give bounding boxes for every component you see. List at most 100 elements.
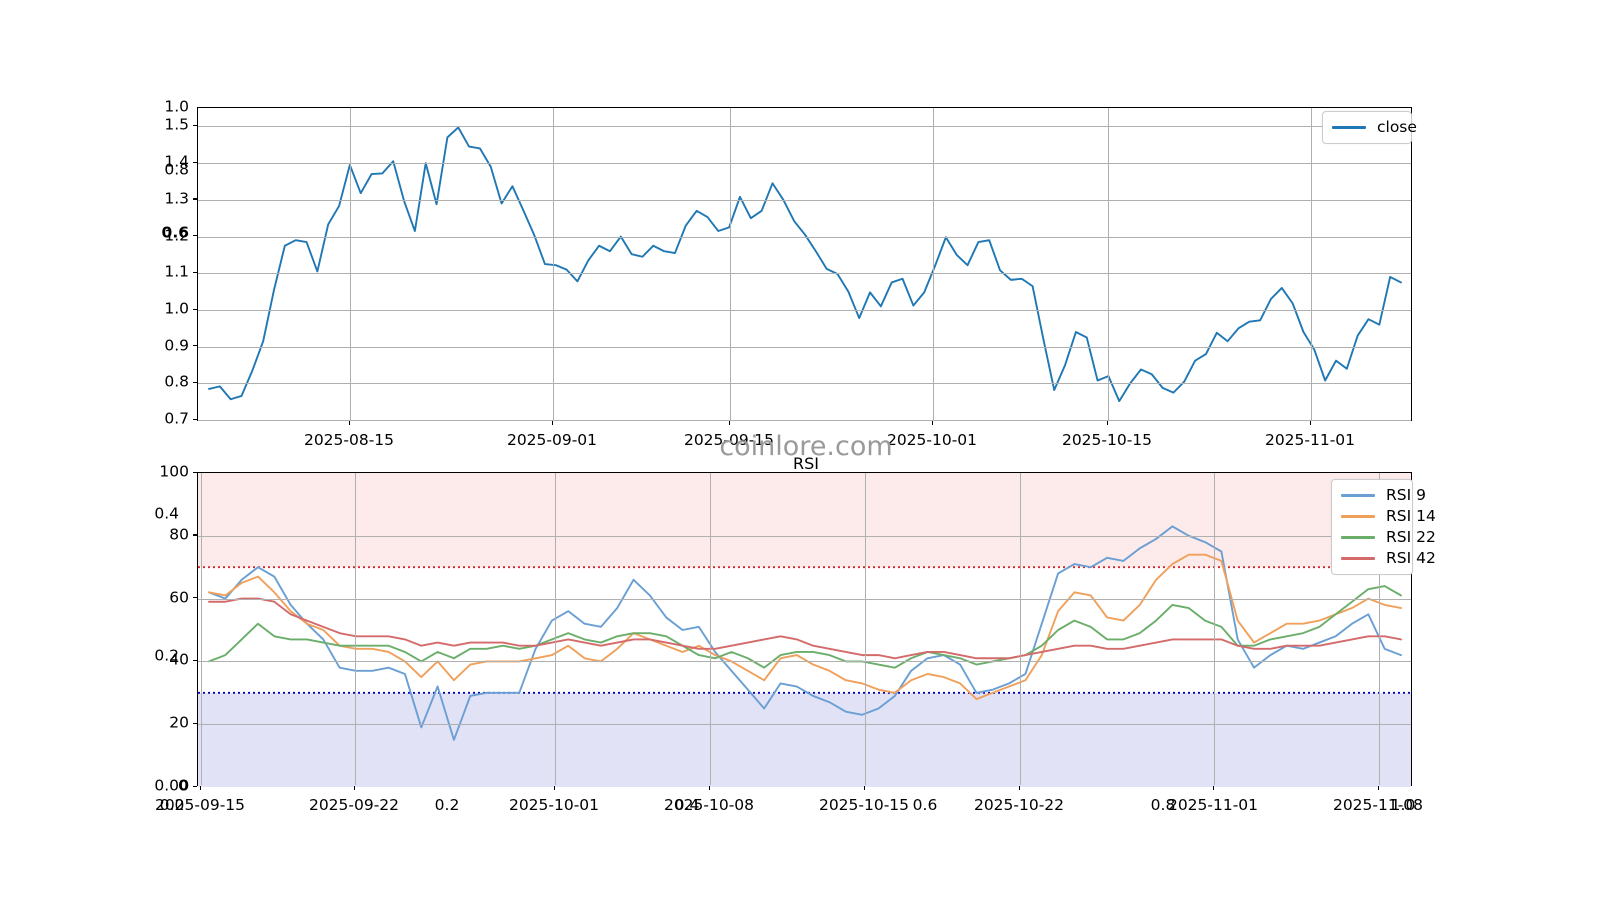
watermark: coinlore.com <box>719 431 893 462</box>
y-tick-mark <box>193 597 197 599</box>
rsi-x-tick-label: 2025-10-22 <box>973 796 1065 814</box>
rsi-x-tick-label: 2025-10-08 <box>663 796 755 814</box>
legend-color-swatch <box>1332 126 1366 129</box>
legend-color-swatch <box>1341 515 1375 518</box>
price-x-tick-label: 2025-11-01 <box>1264 431 1356 449</box>
y-tick-mark <box>193 534 197 536</box>
gridline-vertical <box>555 473 556 785</box>
y-tick-mark <box>193 271 197 274</box>
gridline-horizontal <box>198 346 1411 348</box>
price-x-tick-label: 2025-08-15 <box>303 431 395 449</box>
rsi-x-tick-label: 2025-11-01 <box>1167 796 1259 814</box>
legend-item[interactable]: close <box>1332 117 1417 138</box>
gridline-vertical <box>1214 473 1215 785</box>
legend-item[interactable]: RSI 14 <box>1341 506 1436 527</box>
y-tick-mark <box>193 161 197 163</box>
y-tick-mark <box>193 722 197 724</box>
gridline-vertical <box>933 108 934 420</box>
legend-label: RSI 42 <box>1386 548 1436 567</box>
rsi-oversold-band <box>198 692 1411 787</box>
gridline-vertical <box>1108 108 1109 420</box>
rsi-x-tick-label-secondary: 0.4 <box>674 796 700 814</box>
x-tick-mark <box>553 786 555 790</box>
rsi-chart-legend[interactable]: RSI 9 RSI 14 RSI 22 RSI 42 <box>1331 479 1436 575</box>
rsi-x-tick-label: 2025-10-01 <box>508 796 600 814</box>
y-tick-mark <box>193 785 197 787</box>
y-tick-mark <box>193 418 197 420</box>
gridline-vertical <box>730 108 731 420</box>
price-y-tick-label: 1.1 <box>164 262 189 281</box>
x-tick-mark <box>1212 786 1214 790</box>
gridline-horizontal <box>198 724 1411 726</box>
rsi-x-tick-label: 2025-10-15 <box>818 796 910 814</box>
gridline-vertical <box>350 108 351 420</box>
price-line-plot <box>208 126 1402 403</box>
rsi-overbought-band <box>198 473 1411 568</box>
x-tick-mark <box>931 421 933 425</box>
price-y-tick-label: 1.0 <box>164 299 189 318</box>
legend-label: RSI 14 <box>1386 506 1436 525</box>
gridline-vertical <box>1020 473 1021 785</box>
price-y-tick-label-secondary: 1.0 <box>164 97 189 116</box>
legend-color-swatch <box>1341 557 1375 560</box>
rsi-y-tick-label-secondary: 0.4 <box>154 504 179 523</box>
legend-label: close <box>1377 117 1417 136</box>
rsi-y-tick-label: 80 <box>169 525 189 544</box>
price-y-tick-label-secondary: 0.6 <box>161 222 189 241</box>
y-tick-mark <box>193 659 197 662</box>
gridline-vertical <box>1311 108 1312 420</box>
gridline-horizontal <box>198 273 1411 275</box>
y-tick-mark <box>193 381 197 384</box>
x-tick-mark <box>708 786 710 790</box>
price-y-tick-label: 0.9 <box>164 335 189 354</box>
y-tick-mark <box>193 471 197 473</box>
gridline-horizontal <box>198 598 1411 600</box>
rsi-y-tick-label: 60 <box>169 587 189 606</box>
x-tick-mark <box>863 786 865 790</box>
gridline-horizontal <box>198 420 1411 422</box>
x-tick-mark <box>348 421 350 425</box>
price-x-tick-label: 2025-10-15 <box>1061 431 1153 449</box>
rsi-x-tick-label-secondary: 0.6 <box>912 796 938 814</box>
rsi-y-tick-label: 100 <box>159 462 189 481</box>
price-x-tick-label: 2025-09-01 <box>506 431 598 449</box>
price-y-tick-label: 0.8 <box>164 372 189 391</box>
legend-item[interactable]: RSI 9 <box>1341 485 1426 506</box>
legend-item[interactable]: RSI 22 <box>1341 527 1436 548</box>
x-tick-mark <box>728 421 730 425</box>
gridline-vertical <box>355 473 356 785</box>
price-y-tick-label-secondary: 0.8 <box>164 160 189 179</box>
price-y-tick-label: 1.2 <box>164 225 189 244</box>
rsi-y-tick-label-secondary: 0.0 <box>154 776 179 795</box>
rsi-x-tick-label-secondary: 0.0 <box>159 796 185 814</box>
y-tick-mark <box>193 308 197 310</box>
rsi-y-tick-label: 20 <box>169 713 189 732</box>
rsi-line-plot <box>198 525 1413 741</box>
y-tick-mark <box>193 345 197 347</box>
gridline-horizontal <box>198 236 1411 238</box>
legend-color-swatch <box>1341 536 1375 539</box>
legend-label: RSI 22 <box>1386 527 1436 546</box>
price-chart-axes <box>197 107 1412 422</box>
rsi-y-tick-label: 40 <box>169 650 189 669</box>
price-y-tick-label: 1.4 <box>164 152 189 171</box>
rsi-x-tick-label-secondary: 0.8 <box>1150 796 1176 814</box>
y-tick-mark <box>193 235 197 237</box>
gridline-vertical <box>865 473 866 785</box>
rsi-x-tick-label: 2025-09-15 <box>154 796 246 814</box>
x-tick-mark <box>1377 786 1379 790</box>
gridline-horizontal <box>198 163 1411 165</box>
price-y-tick-label: 0.7 <box>164 409 189 428</box>
gridline-horizontal <box>198 383 1411 385</box>
legend-item[interactable]: RSI 42 <box>1341 548 1436 569</box>
x-tick-mark <box>551 421 553 425</box>
rsi-y-tick-label: 0 <box>178 776 189 795</box>
x-tick-mark <box>1106 421 1108 425</box>
gridline-horizontal <box>198 661 1411 663</box>
y-tick-mark <box>193 198 197 200</box>
price-y-tick-label: 1.5 <box>164 115 189 134</box>
price-chart-legend[interactable]: close <box>1322 111 1417 144</box>
rsi-x-tick-label-secondary: 1.0 <box>1390 796 1416 814</box>
x-tick-mark <box>199 786 201 790</box>
